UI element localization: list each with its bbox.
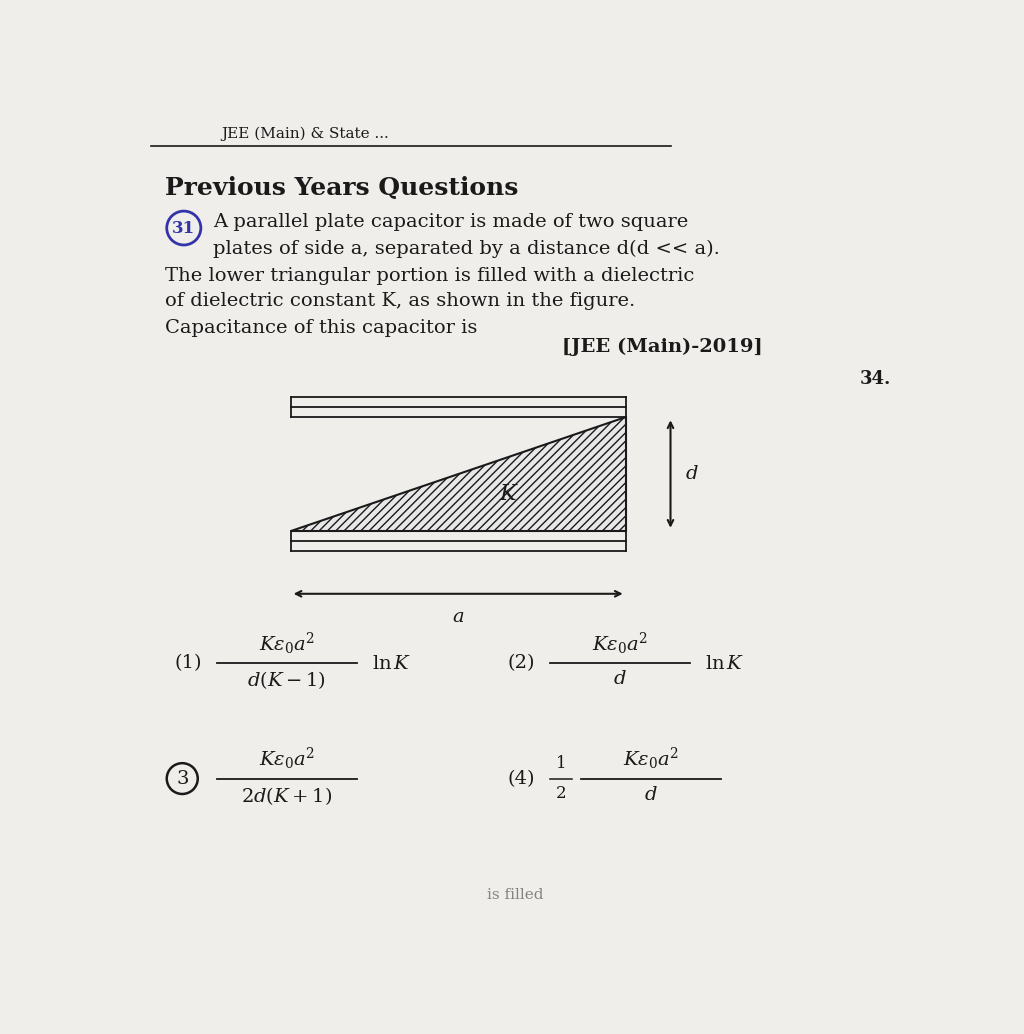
- Text: plates of side a, separated by a distance d(d << a).: plates of side a, separated by a distanc…: [213, 240, 720, 257]
- Text: $K\varepsilon_0 a^2$: $K\varepsilon_0 a^2$: [623, 747, 679, 772]
- Text: $K\varepsilon_0 a^2$: $K\varepsilon_0 a^2$: [259, 747, 315, 772]
- Text: $d(K-1)$: $d(K-1)$: [248, 669, 327, 691]
- Text: (2): (2): [508, 655, 536, 672]
- Text: $\ln K$: $\ln K$: [706, 653, 744, 672]
- Text: is filled: is filled: [487, 888, 544, 902]
- Text: (4): (4): [508, 769, 536, 788]
- Text: 34.: 34.: [860, 370, 891, 389]
- Text: The lower triangular portion is filled with a dielectric: The lower triangular portion is filled w…: [165, 267, 694, 284]
- Text: $d$: $d$: [644, 785, 658, 803]
- Text: Previous Years Questions: Previous Years Questions: [165, 177, 518, 201]
- Text: [JEE (Main)-2019]: [JEE (Main)-2019]: [562, 338, 763, 357]
- Text: $K\varepsilon_0 a^2$: $K\varepsilon_0 a^2$: [592, 631, 648, 657]
- Text: Capacitance of this capacitor is: Capacitance of this capacitor is: [165, 318, 477, 337]
- Text: 31: 31: [172, 219, 196, 237]
- Text: JEE (Main) & State ...: JEE (Main) & State ...: [221, 126, 389, 141]
- Text: a: a: [453, 608, 464, 626]
- Text: $2d(K+1)$: $2d(K+1)$: [242, 785, 333, 807]
- Text: 2: 2: [556, 785, 566, 801]
- Text: (1): (1): [174, 655, 202, 672]
- Text: $\ln K$: $\ln K$: [372, 653, 412, 672]
- Text: K: K: [500, 483, 516, 505]
- Text: 3: 3: [176, 769, 188, 788]
- Text: $d$: $d$: [613, 669, 627, 689]
- Text: $K\varepsilon_0 a^2$: $K\varepsilon_0 a^2$: [259, 631, 315, 657]
- Text: d: d: [686, 465, 698, 483]
- Text: A parallel plate capacitor is made of two square: A parallel plate capacitor is made of tw…: [213, 213, 688, 231]
- Polygon shape: [291, 418, 626, 530]
- Text: 1: 1: [556, 756, 566, 772]
- Text: of dielectric constant K, as shown in the figure.: of dielectric constant K, as shown in th…: [165, 292, 636, 310]
